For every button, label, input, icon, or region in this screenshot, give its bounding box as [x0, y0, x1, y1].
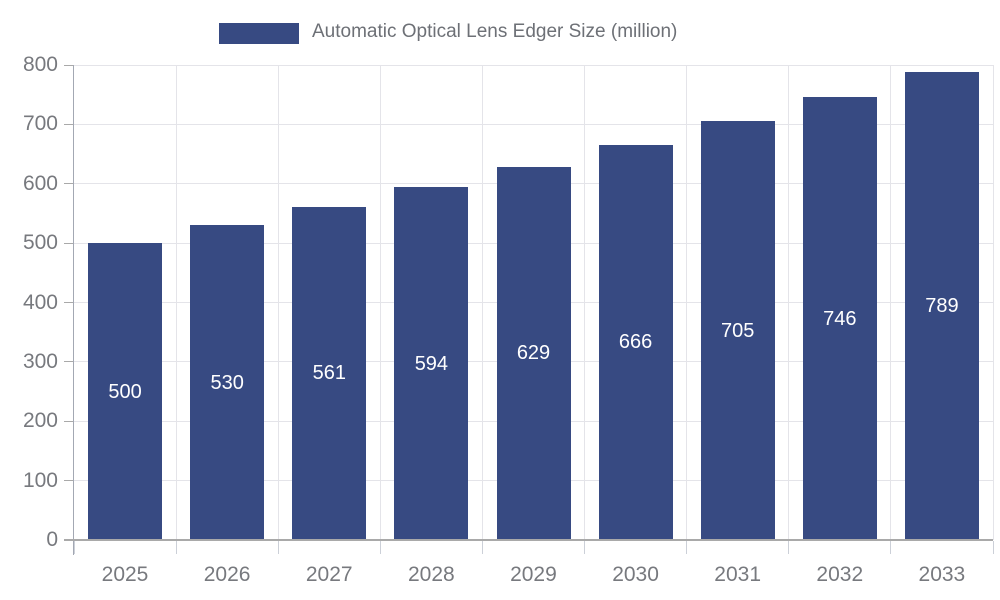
legend-swatch: [219, 22, 299, 44]
y-tick-label: 600: [22, 171, 58, 195]
x-axis-line: [64, 539, 993, 541]
x-tick: [481, 541, 483, 554]
bar-2030[interactable]: 666: [598, 144, 673, 540]
v-gridline: [788, 65, 790, 540]
x-tick-label: 2027: [305, 563, 353, 586]
y-tick-label: 100: [22, 468, 58, 492]
x-tick: [175, 541, 177, 554]
x-tick: [686, 541, 688, 554]
bar-value-label: 561: [312, 362, 346, 385]
y-axis-line: [73, 65, 74, 555]
y-tick: [64, 539, 73, 541]
y-tick: [64, 64, 73, 66]
x-tick: [277, 541, 279, 554]
v-gridline: [890, 65, 892, 540]
y-tick-label: 200: [22, 409, 58, 433]
y-tick-label: 800: [22, 53, 58, 76]
x-tick-label: 2031: [714, 563, 762, 586]
bar-value-label: 789: [925, 294, 959, 317]
x-tick: [992, 541, 994, 554]
bar-value-label: 666: [618, 331, 653, 354]
bar-2028[interactable]: 594: [394, 187, 469, 540]
v-gridline: [175, 65, 177, 540]
v-gridline: [584, 65, 586, 540]
legend-label: Automatic Optical Lens Edger Size (milli…: [312, 21, 678, 42]
y-tick-label: 300: [22, 349, 58, 373]
bar-2026[interactable]: 530: [190, 225, 265, 540]
y-tick-label: 400: [22, 290, 58, 314]
y-tick: [64, 123, 73, 125]
y-tick: [64, 302, 73, 303]
x-tick-label: 2025: [101, 563, 149, 586]
bar-value-label: 705: [721, 319, 755, 342]
y-tick-label: 0: [46, 528, 58, 551]
bar-value-label: 629: [516, 342, 551, 365]
y-tick: [64, 420, 73, 422]
x-tick-label: 2028: [407, 563, 455, 586]
v-gridline: [686, 65, 688, 540]
bar-2027[interactable]: 561: [292, 206, 367, 540]
x-tick-label: 2026: [203, 563, 251, 586]
x-tick: [73, 541, 75, 554]
y-tick-label: 700: [22, 112, 58, 136]
v-gridline: [277, 65, 279, 540]
x-tick-label: 2032: [816, 563, 864, 586]
x-tick: [584, 541, 586, 554]
x-tick: [890, 541, 892, 554]
h-gridline: [74, 64, 993, 66]
v-gridline: [481, 65, 483, 540]
h-gridline: [74, 123, 993, 125]
v-gridline: [992, 65, 994, 540]
x-tick-label: 2030: [612, 563, 659, 586]
v-gridline: [379, 65, 381, 540]
bar-value-label: 500: [108, 380, 142, 403]
bar-2029[interactable]: 629: [496, 166, 571, 540]
y-tick: [64, 361, 73, 363]
bar-2033[interactable]: 789: [904, 71, 979, 540]
bar-value-label: 530: [210, 371, 244, 394]
y-tick-label: 500: [22, 231, 58, 255]
bar-2031[interactable]: 705: [700, 121, 775, 540]
bar-2032[interactable]: 746: [802, 97, 877, 540]
x-tick: [788, 541, 790, 554]
y-tick: [64, 242, 73, 244]
plot-area: 500 530 561 594 629 666 705 746 789: [64, 64, 994, 555]
y-tick: [64, 183, 73, 185]
bar-value-label: 746: [823, 307, 857, 330]
x-tick-label: 2033: [918, 563, 966, 586]
x-tick-label: 2029: [510, 563, 557, 586]
y-tick: [64, 480, 73, 482]
bar-2025[interactable]: 500: [88, 243, 163, 540]
x-tick: [379, 541, 381, 554]
legend[interactable]: Automatic Optical Lens Edger Size (milli…: [219, 20, 677, 44]
bar-value-label: 594: [414, 352, 449, 375]
